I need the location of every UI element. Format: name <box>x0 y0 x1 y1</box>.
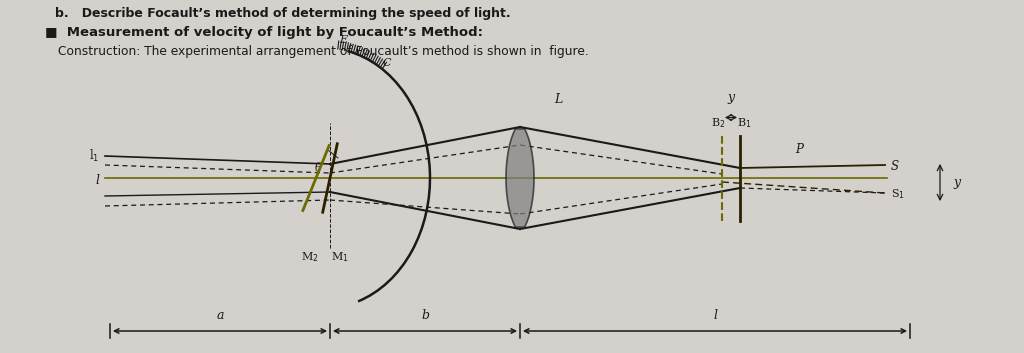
Text: l$_1$: l$_1$ <box>89 148 99 164</box>
Text: E: E <box>339 35 347 45</box>
Text: Construction: The experimental arrangement of Foucault’s method is shown in  fig: Construction: The experimental arrangeme… <box>58 45 589 58</box>
Text: b: b <box>421 309 429 322</box>
Text: l: l <box>713 309 717 322</box>
Text: M$_1$: M$_1$ <box>331 250 349 264</box>
Text: θ: θ <box>314 163 322 173</box>
Polygon shape <box>506 129 534 227</box>
Text: S$_1$: S$_1$ <box>891 187 905 201</box>
Text: B$_1$: B$_1$ <box>736 116 752 130</box>
Text: b.   Describe Focault’s method of determining the speed of light.: b. Describe Focault’s method of determin… <box>55 7 511 20</box>
Text: C: C <box>382 58 391 68</box>
Text: S: S <box>891 161 899 174</box>
Text: a: a <box>216 309 224 322</box>
Text: ■  Measurement of velocity of light by Foucault’s Method:: ■ Measurement of velocity of light by Fo… <box>45 26 483 39</box>
Text: B$_2$: B$_2$ <box>711 116 725 130</box>
Text: y: y <box>953 176 961 189</box>
Text: l: l <box>95 174 99 186</box>
Text: M$_2$: M$_2$ <box>301 250 318 264</box>
Text: L: L <box>554 93 562 106</box>
Text: y: y <box>727 91 734 104</box>
Text: P: P <box>795 144 803 156</box>
